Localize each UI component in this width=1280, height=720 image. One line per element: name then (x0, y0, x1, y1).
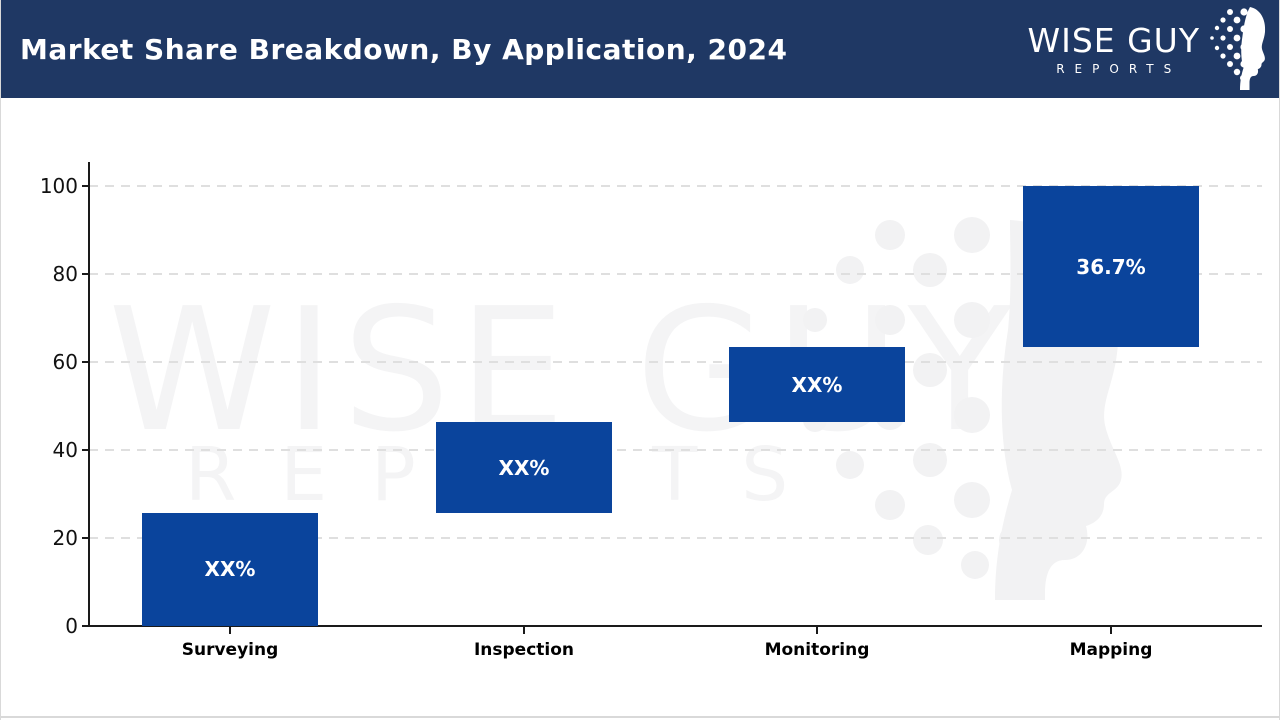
gridline-100 (89, 185, 1262, 187)
chart-title: Market Share Breakdown, By Application, … (20, 33, 788, 66)
y-axis-tick-mark (82, 185, 89, 187)
wise-guy-reports-logo: WISE GUY REPORTS (1027, 6, 1266, 90)
gridline-80 (89, 273, 1262, 275)
gridline-60 (89, 361, 1262, 363)
bar-value-label-inspection: XX% (498, 455, 550, 480)
y-axis-tick-mark (82, 625, 89, 627)
logo-wise-guy-label: WISE GUY (1027, 20, 1200, 60)
dotted-head-icon (1210, 7, 1266, 90)
y-axis-tick-label-20: 20 (52, 526, 78, 550)
y-axis-tick-label-100: 100 (39, 174, 78, 198)
y-axis-tick-mark (82, 449, 89, 451)
y-axis (88, 162, 90, 627)
x-axis-tick-mark (816, 627, 818, 634)
y-axis-tick-label-40: 40 (52, 438, 78, 462)
bar-monitoring: XX% (729, 347, 905, 423)
x-axis-tick-mark (1110, 627, 1112, 634)
bar-value-label-surveying: XX% (204, 557, 256, 582)
x-axis-category-label-monitoring: Monitoring (764, 640, 870, 660)
bar-value-label-mapping: 36.7% (1076, 254, 1146, 279)
y-axis-tick-mark (82, 273, 89, 275)
gridline-40 (89, 449, 1262, 451)
header-bar: Market Share Breakdown, By Application, … (0, 0, 1280, 98)
y-axis-tick-mark (82, 361, 89, 363)
bar-mapping: 36.7% (1023, 186, 1199, 348)
bar-inspection: XX% (436, 422, 612, 513)
y-axis-tick-mark (82, 537, 89, 539)
x-axis-tick-mark (229, 627, 231, 634)
y-axis-tick-label-80: 80 (52, 262, 78, 286)
y-axis-tick-label-0: 0 (65, 614, 78, 638)
bar-surveying: XX% (142, 512, 318, 626)
x-axis-category-label-mapping: Mapping (1069, 640, 1153, 660)
logo-text: WISE GUY REPORTS (1027, 21, 1200, 76)
x-axis-tick-mark (523, 627, 525, 634)
card-bottom-border (0, 716, 1280, 718)
bar-value-label-monitoring: XX% (791, 372, 843, 397)
x-axis-category-label-inspection: Inspection (473, 640, 575, 660)
logo-reports-label: REPORTS (1056, 61, 1182, 76)
y-axis-tick-label-60: 60 (52, 350, 78, 374)
x-axis-category-label-surveying: Surveying (181, 640, 279, 660)
x-axis (88, 625, 1262, 627)
gridline-20 (89, 537, 1262, 539)
